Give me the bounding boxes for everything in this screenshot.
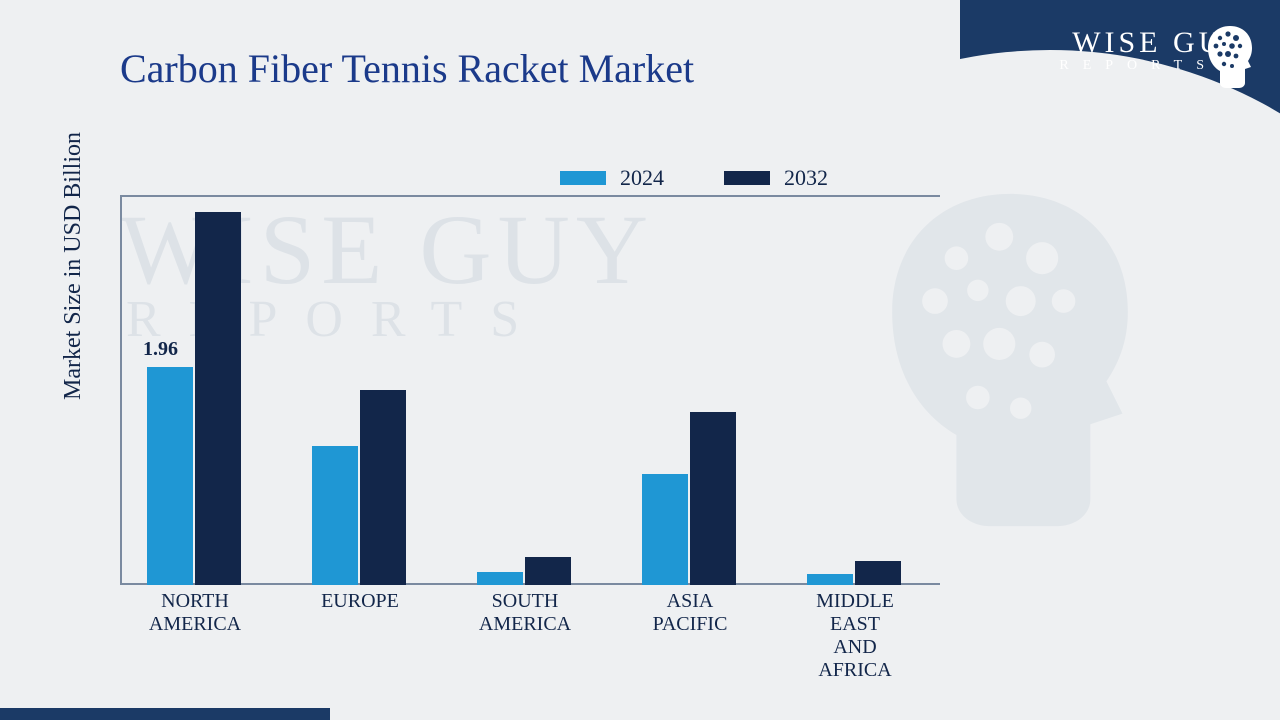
x-axis-category-label: SOUTHAMERICA [455, 590, 595, 636]
x-axis-category-label: ASIAPACIFIC [620, 590, 760, 636]
footer-accent-strip [0, 708, 330, 720]
legend-swatch [724, 171, 770, 185]
bar-value-label: 1.96 [143, 338, 178, 361]
bar [525, 557, 571, 585]
bar [360, 390, 406, 585]
x-axis-category-label: NORTHAMERICA [125, 590, 265, 636]
x-axis-category-label: MIDDLEEASTANDAFRICA [785, 590, 925, 682]
brand-logo: WISE GUY REPORTS [1059, 26, 1250, 74]
bar [642, 474, 688, 585]
page: WISE GUY REPORTS Carbon Fiber Tennis Rac… [0, 0, 1280, 720]
bar [807, 574, 853, 585]
legend-swatch [560, 171, 606, 185]
legend: 2024 2032 [560, 165, 828, 191]
brand-head-icon [1202, 24, 1258, 90]
y-axis-line [120, 195, 122, 585]
bar [312, 446, 358, 585]
bar [855, 561, 901, 586]
bar [690, 412, 736, 585]
bar [147, 367, 193, 585]
legend-item: 2024 [560, 165, 664, 191]
legend-label: 2032 [784, 165, 828, 191]
chart-title: Carbon Fiber Tennis Racket Market [120, 45, 694, 92]
x-axis-category-label: EUROPE [290, 590, 430, 613]
y-axis-label: Market Size in USD Billion [60, 132, 87, 400]
legend-label: 2024 [620, 165, 664, 191]
legend-item: 2032 [724, 165, 828, 191]
bar [477, 572, 523, 585]
bar [195, 212, 241, 585]
chart-plot-area: 1.96 [120, 195, 940, 585]
top-axis-line [120, 195, 940, 197]
